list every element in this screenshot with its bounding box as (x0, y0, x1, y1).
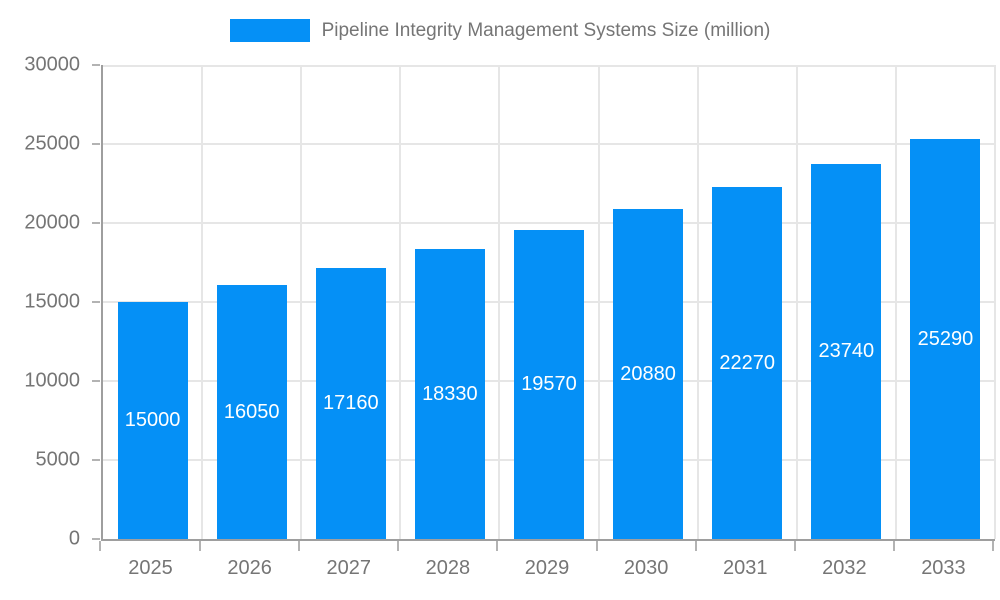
x-tick-label: 2031 (722, 557, 768, 579)
bar-value-label: 23740 (818, 339, 875, 362)
x-tick-mark (99, 541, 101, 551)
x-tick-mark (992, 541, 994, 551)
y-tick-label: 15000 (24, 290, 80, 313)
legend-label: Pipeline Integrity Management Systems Si… (321, 19, 771, 41)
vertical-gridline (201, 65, 204, 539)
x-tick-label: 2026 (227, 557, 272, 579)
vertical-gridline (994, 65, 996, 539)
vertical-gridline (399, 65, 402, 539)
bar: 23740 (811, 163, 882, 539)
x-tick-mark (793, 541, 796, 551)
bar-value-label: 19570 (521, 372, 577, 395)
x-tick-label: 2032 (822, 557, 867, 579)
horizontal-gridline (103, 143, 995, 145)
legend-swatch (229, 19, 310, 42)
x-tick-label: 2029 (524, 557, 570, 579)
x-tick-label: 2028 (425, 557, 471, 579)
x-tick-label: 2027 (326, 557, 372, 579)
vertical-gridline (894, 65, 897, 539)
bar: 19570 (514, 229, 584, 539)
y-tick-label: 25000 (24, 132, 80, 155)
x-tick-label: 2025 (128, 557, 173, 579)
y-tick-mark (92, 380, 100, 382)
bar: 16050 (216, 285, 287, 539)
bar-value-label: 15000 (124, 409, 181, 431)
x-tick-mark (694, 541, 697, 551)
bar: 22270 (712, 187, 783, 539)
bar-value-label: 22270 (719, 351, 776, 374)
y-tick-label: 0 (68, 527, 80, 550)
x-tick-mark (496, 541, 499, 551)
chart-legend[interactable]: Pipeline Integrity Management Systems Si… (0, 19, 1000, 42)
x-tick-mark (595, 541, 598, 551)
y-tick-mark (92, 64, 100, 66)
bar-value-label: 16050 (223, 400, 280, 423)
y-tick-mark (92, 222, 100, 224)
horizontal-gridline (103, 65, 995, 67)
y-tick-mark (92, 538, 100, 540)
x-tick-mark (298, 541, 301, 551)
vertical-gridline (795, 65, 798, 539)
bar-value-label: 17160 (322, 391, 379, 414)
y-tick-label: 5000 (35, 448, 81, 471)
plot-area: 15000 16050 17160 18330 19570 20880 22270 23740… (101, 65, 996, 541)
x-tick-mark (397, 541, 400, 551)
vertical-gridline (597, 65, 600, 539)
x-tick-mark (199, 541, 202, 551)
y-tick-label: 20000 (24, 211, 80, 234)
x-tick-label: 2030 (623, 557, 669, 579)
bar: 15000 (117, 302, 188, 539)
horizontal-gridline (103, 222, 995, 224)
y-tick-mark (92, 143, 100, 145)
bar-value-label: 18330 (422, 382, 478, 405)
vertical-gridline (300, 65, 303, 539)
x-tick-mark (892, 541, 895, 551)
y-tick-label: 30000 (24, 53, 80, 76)
bar-value-label: 20880 (620, 362, 676, 385)
vertical-gridline (696, 65, 699, 539)
y-tick-mark (92, 301, 100, 303)
bar: 20880 (613, 209, 684, 539)
y-tick-label: 10000 (24, 369, 80, 392)
y-tick-mark (92, 459, 100, 461)
vertical-gridline (498, 65, 501, 539)
bar-value-label: 25290 (917, 327, 974, 350)
bar: 25290 (910, 139, 981, 539)
bar: 17160 (315, 267, 386, 539)
bar: 18330 (414, 249, 485, 539)
x-tick-label: 2033 (921, 557, 966, 579)
